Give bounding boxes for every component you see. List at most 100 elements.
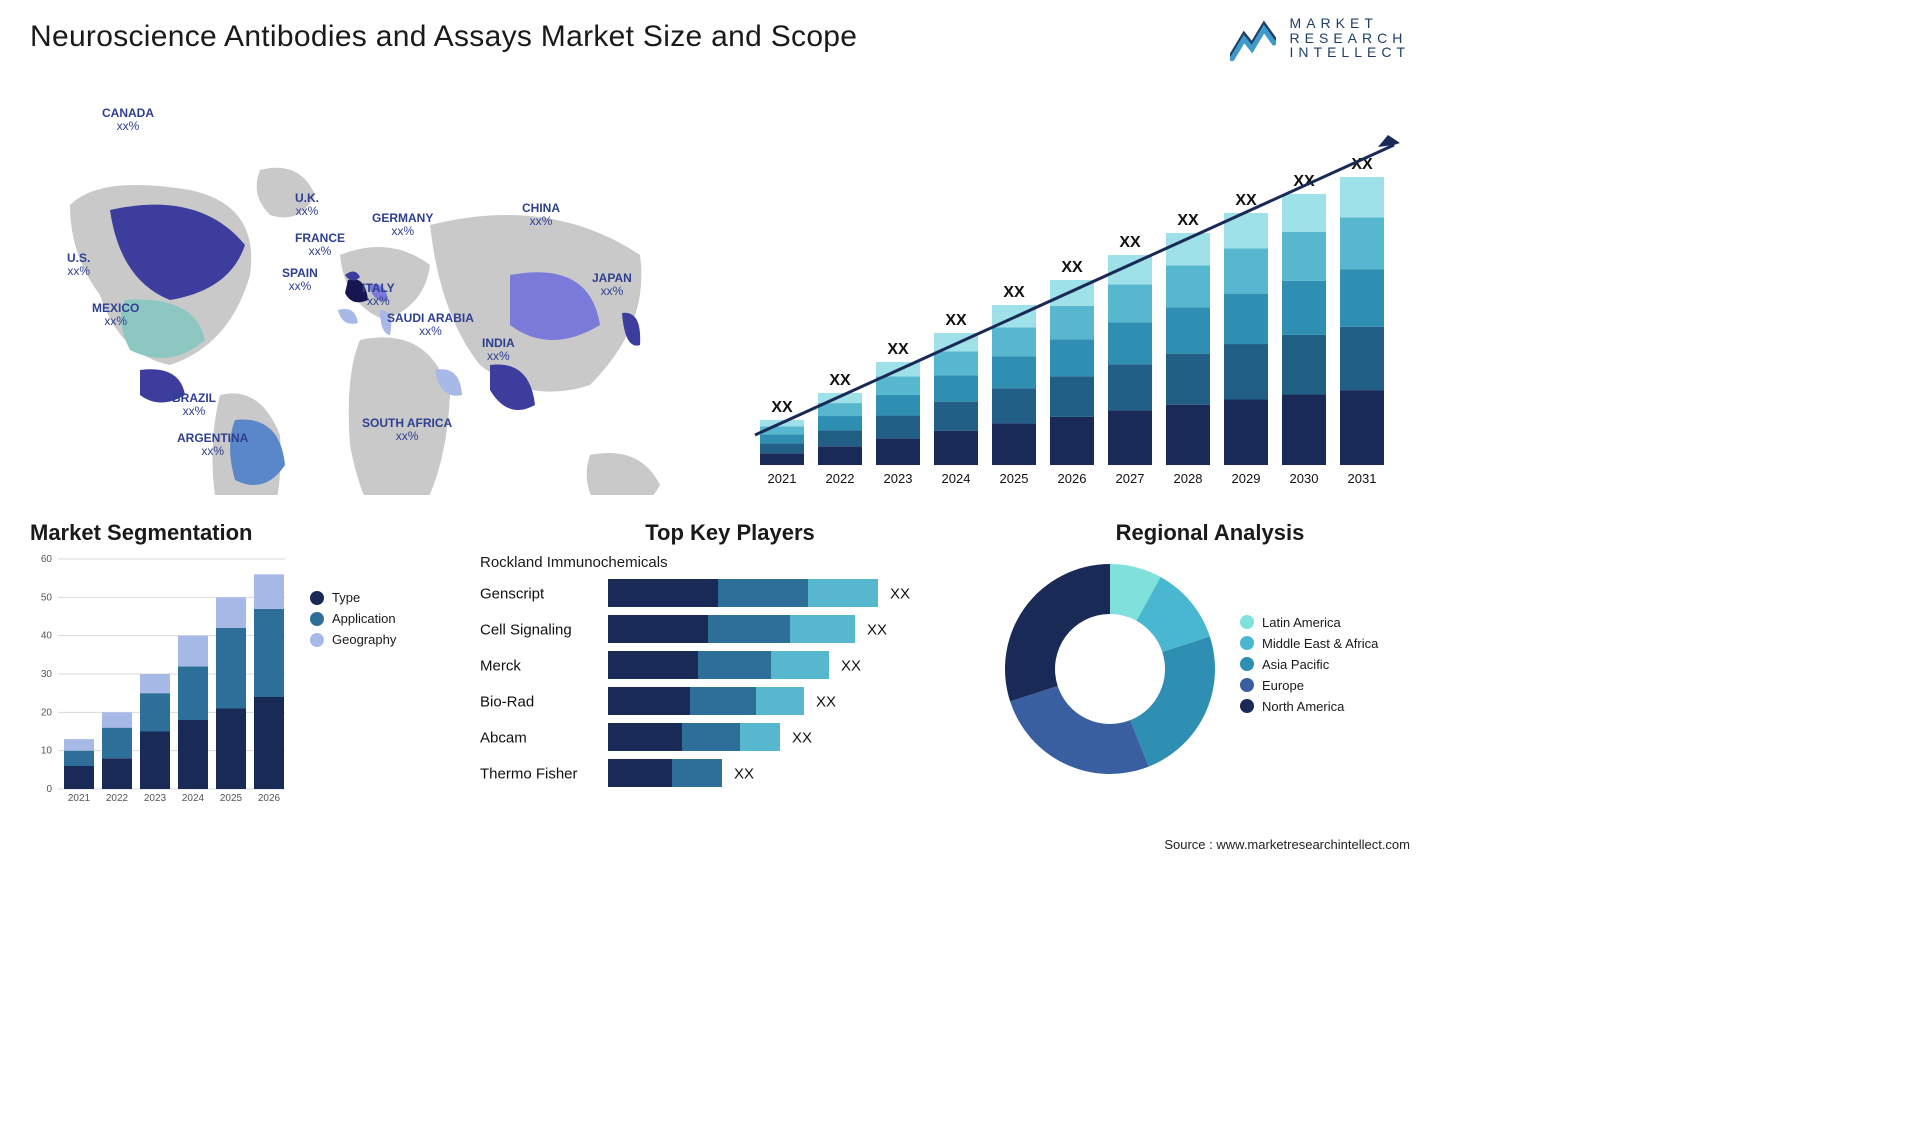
svg-text:XX: XX: [734, 766, 754, 783]
legend-swatch-icon: [1240, 678, 1254, 692]
brand-line1: MARKET: [1290, 16, 1410, 31]
map-label-argentina: ARGENTINAxx%: [177, 432, 248, 458]
svg-text:XX: XX: [890, 586, 910, 603]
svg-text:2022: 2022: [826, 471, 855, 486]
regional-legend-item: Latin America: [1240, 615, 1378, 630]
regional-title: Regional Analysis: [1000, 520, 1420, 546]
map-label-name: FRANCE: [295, 231, 345, 245]
svg-text:2025: 2025: [1000, 471, 1029, 486]
regional-panel: Regional Analysis Latin America Middle Ea…: [1000, 520, 1420, 830]
svg-text:Genscript: Genscript: [480, 586, 545, 603]
map-label-south-africa: SOUTH AFRICAxx%: [362, 417, 452, 443]
world-map-panel: CANADAxx%U.S.xx%MEXICOxx%BRAZILxx%ARGENT…: [30, 95, 690, 495]
map-label-name: JAPAN: [592, 271, 632, 285]
map-label-france: FRANCExx%: [295, 232, 345, 258]
svg-text:40: 40: [41, 631, 53, 642]
map-label-u-k-: U.K.xx%: [295, 192, 319, 218]
map-label-saudi-arabia: SAUDI ARABIAxx%: [387, 312, 474, 338]
svg-text:XX: XX: [792, 730, 812, 747]
map-label-pct: xx%: [67, 265, 90, 278]
svg-text:2030: 2030: [1290, 471, 1319, 486]
forecast-bar-chart: XX2021XX2022XX2023XX2024XX2025XX2026XX20…: [740, 95, 1410, 495]
legend-swatch-icon: [310, 633, 324, 647]
svg-text:2028: 2028: [1174, 471, 1203, 486]
map-label-pct: xx%: [295, 245, 345, 258]
players-title: Top Key Players: [480, 520, 980, 546]
svg-text:2024: 2024: [182, 793, 205, 804]
map-label-italy: ITALYxx%: [362, 282, 395, 308]
brand-logo: MARKET RESEARCH INTELLECT: [1230, 15, 1410, 61]
legend-swatch-icon: [310, 612, 324, 626]
map-label-pct: xx%: [482, 350, 515, 363]
legend-swatch-icon: [1240, 636, 1254, 650]
legend-label: Application: [332, 611, 396, 626]
map-label-name: U.S.: [67, 251, 90, 265]
map-label-pct: xx%: [282, 280, 318, 293]
map-label-pct: xx%: [362, 295, 395, 308]
map-label-name: SOUTH AFRICA: [362, 416, 452, 430]
map-label-pct: xx%: [592, 285, 632, 298]
map-label-canada: CANADAxx%: [102, 107, 154, 133]
map-label-japan: JAPANxx%: [592, 272, 632, 298]
regional-donut-svg: [1000, 554, 1220, 774]
players-panel: Top Key Players Rockland Immunochemicals…: [480, 520, 980, 830]
segmentation-panel: Market Segmentation 01020304050602021202…: [30, 520, 460, 830]
svg-text:2027: 2027: [1116, 471, 1145, 486]
regional-legend-item: Asia Pacific: [1240, 657, 1378, 672]
segmentation-title: Market Segmentation: [30, 520, 460, 546]
svg-text:Cell Signaling: Cell Signaling: [480, 622, 572, 639]
svg-text:XX: XX: [1177, 212, 1199, 229]
legend-label: Europe: [1262, 678, 1304, 693]
svg-text:2021: 2021: [768, 471, 797, 486]
brand-line3: INTELLECT: [1290, 45, 1410, 60]
svg-text:XX: XX: [887, 341, 909, 358]
svg-text:XX: XX: [1003, 284, 1025, 301]
page-title: Neuroscience Antibodies and Assays Marke…: [30, 20, 857, 54]
svg-text:XX: XX: [867, 622, 887, 639]
svg-text:XX: XX: [1235, 192, 1257, 209]
legend-swatch-icon: [1240, 615, 1254, 629]
map-label-name: BRAZIL: [172, 391, 216, 405]
svg-text:XX: XX: [945, 312, 967, 329]
svg-text:2024: 2024: [942, 471, 971, 486]
regional-legend-item: North America: [1240, 699, 1378, 714]
map-label-mexico: MEXICOxx%: [92, 302, 139, 328]
brand-mark-icon: [1230, 15, 1276, 61]
map-label-germany: GERMANYxx%: [372, 212, 433, 238]
svg-text:2023: 2023: [144, 793, 167, 804]
svg-text:2022: 2022: [106, 793, 129, 804]
map-label-u-s-: U.S.xx%: [67, 252, 90, 278]
map-label-pct: xx%: [362, 430, 452, 443]
svg-text:Merck: Merck: [480, 658, 521, 675]
regional-legend-item: Middle East & Africa: [1240, 636, 1378, 651]
map-label-pct: xx%: [102, 120, 154, 133]
svg-text:60: 60: [41, 554, 53, 565]
map-label-india: INDIAxx%: [482, 337, 515, 363]
segmentation-legend-item: Type: [310, 590, 396, 605]
map-label-pct: xx%: [387, 325, 474, 338]
legend-label: Asia Pacific: [1262, 657, 1329, 672]
regional-legend-item: Europe: [1240, 678, 1378, 693]
svg-text:2026: 2026: [1058, 471, 1087, 486]
map-label-pct: xx%: [522, 215, 560, 228]
legend-swatch-icon: [1240, 699, 1254, 713]
svg-text:Thermo Fisher: Thermo Fisher: [480, 766, 578, 783]
legend-label: Geography: [332, 632, 396, 647]
svg-text:XX: XX: [1119, 234, 1141, 251]
map-label-pct: xx%: [295, 205, 319, 218]
map-label-name: INDIA: [482, 336, 515, 350]
map-label-name: CHINA: [522, 201, 560, 215]
svg-text:30: 30: [41, 669, 53, 680]
map-label-spain: SPAINxx%: [282, 267, 318, 293]
map-label-name: ITALY: [362, 281, 395, 295]
forecast-chart-svg: XX2021XX2022XX2023XX2024XX2025XX2026XX20…: [740, 95, 1410, 495]
segmentation-legend-item: Geography: [310, 632, 396, 647]
map-label-pct: xx%: [92, 315, 139, 328]
map-label-name: SAUDI ARABIA: [387, 311, 474, 325]
map-label-name: CANADA: [102, 106, 154, 120]
svg-text:XX: XX: [841, 658, 861, 675]
legend-label: Type: [332, 590, 360, 605]
svg-text:2023: 2023: [884, 471, 913, 486]
world-map-svg: [30, 95, 690, 495]
legend-label: Middle East & Africa: [1262, 636, 1378, 651]
